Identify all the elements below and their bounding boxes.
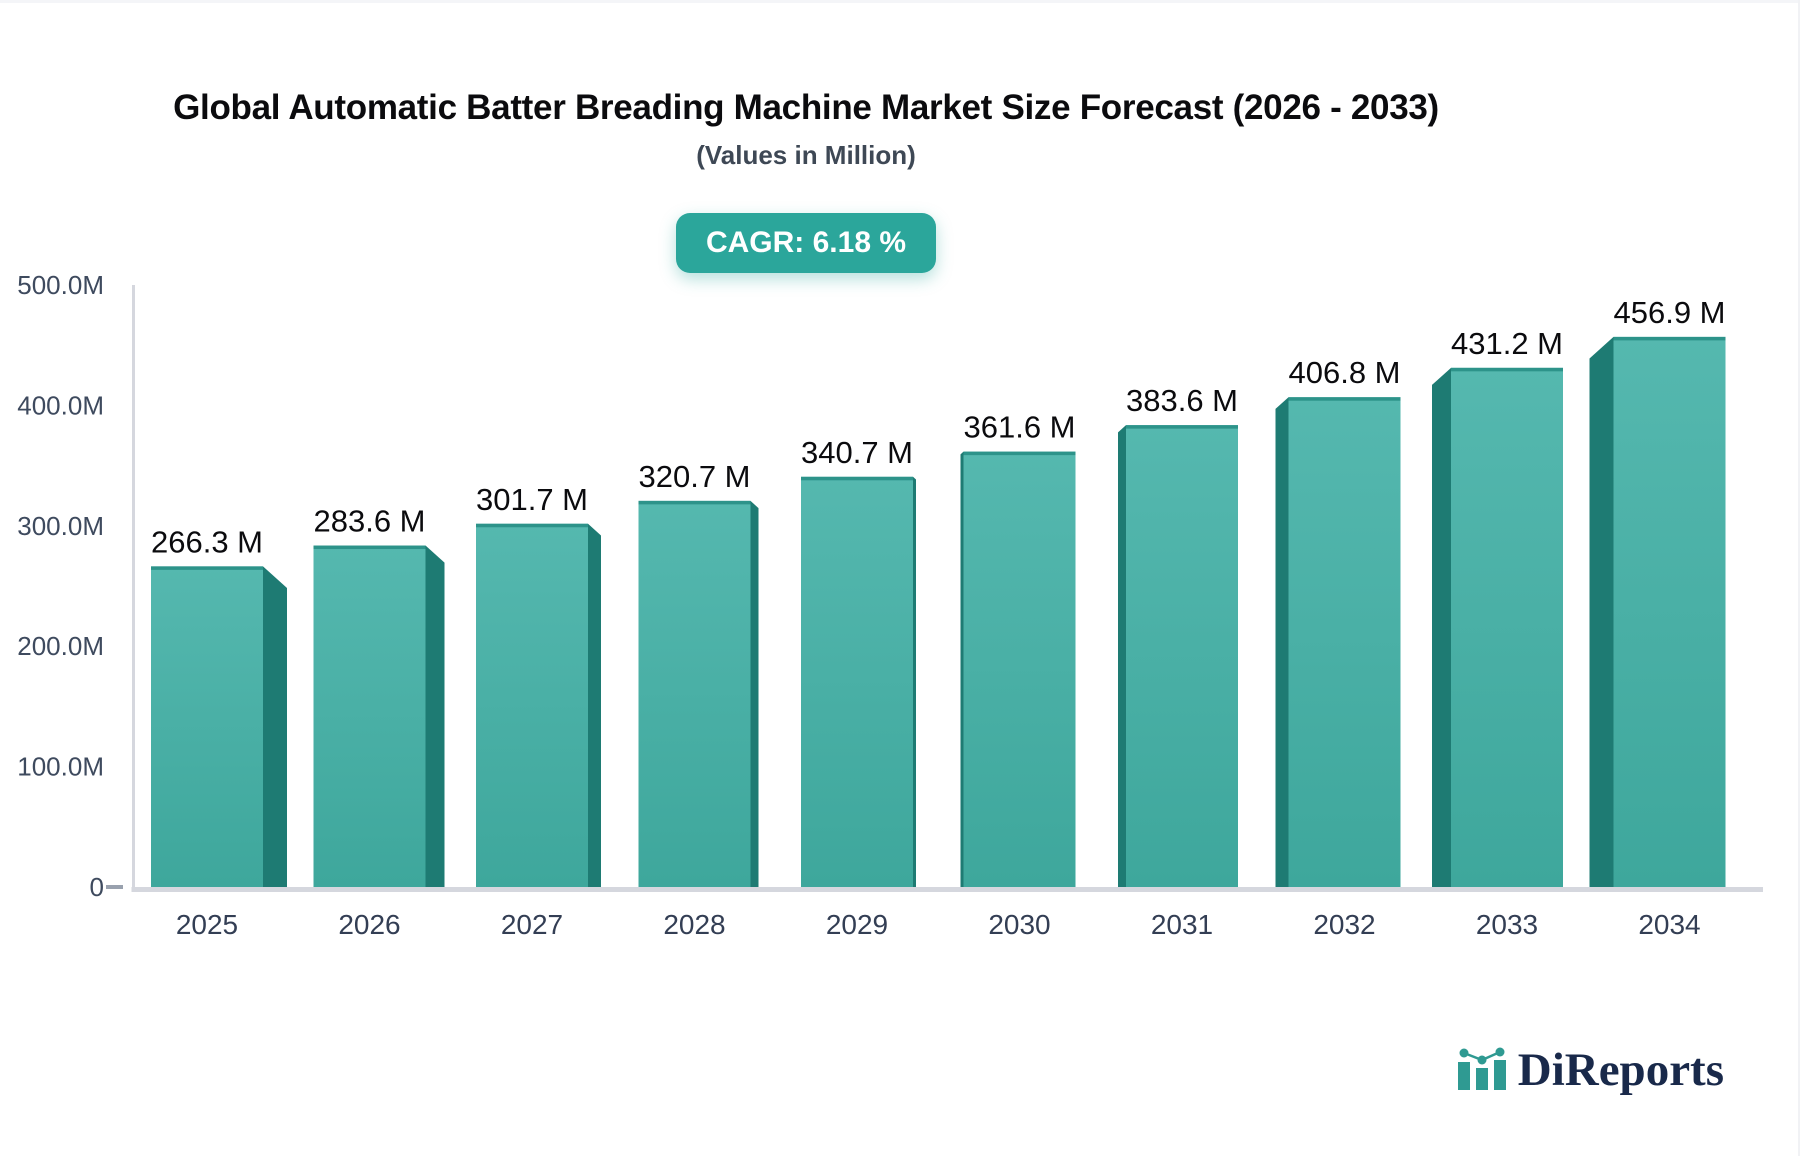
y-tick-label-200.0M: 200.0M	[17, 631, 104, 661]
x-tick-label-2033: 2033	[1476, 909, 1538, 940]
right-border-strip	[1798, 0, 1800, 1156]
bar-value-label: 383.6 M	[1126, 383, 1238, 418]
bar-line-chart-logo-icon	[1457, 1047, 1506, 1090]
bar-value-label: 320.7 M	[638, 459, 750, 494]
bar-top-edge	[151, 566, 263, 570]
bar-value-label: 301.7 M	[476, 482, 588, 517]
bar-2026: 283.6 M	[313, 504, 445, 887]
y-tick-label-0: 0	[90, 872, 104, 902]
bar-side-panel	[425, 545, 445, 887]
logo-text: DiReports	[1517, 1043, 1724, 1096]
bar-side-panel	[913, 476, 916, 887]
bar-top-edge	[1613, 336, 1726, 341]
bar-top-edge	[638, 500, 751, 505]
bar-value-label: 431.2 M	[1451, 326, 1563, 361]
bar-face	[1288, 397, 1401, 887]
bar-value-label: 361.6 M	[963, 410, 1075, 445]
bar-face	[638, 500, 751, 887]
bar-side-panel	[960, 451, 964, 887]
cagr-badge: CAGR: 6.18 %	[675, 213, 937, 273]
bar-face	[963, 451, 1076, 887]
x-tick-label-2030: 2030	[988, 909, 1050, 940]
bar-side-panel	[1275, 397, 1289, 887]
x-tick-label-2034: 2034	[1638, 909, 1700, 940]
bar-side-panel	[588, 523, 601, 887]
bar-side-panel	[1432, 367, 1451, 887]
x-tick-label-2026: 2026	[338, 909, 400, 940]
bar-2032: 406.8 M	[1275, 355, 1401, 887]
bar-2025: 266.3 M	[151, 524, 287, 887]
bar-face	[1451, 367, 1563, 887]
bar-side-panel	[1589, 336, 1614, 887]
page-title: Global Automatic Batter Breading Machine…	[173, 88, 1439, 127]
y-tick-label-300.0M: 300.0M	[17, 511, 104, 541]
y-tick-label-400.0M: 400.0M	[17, 390, 104, 420]
bar-top-edge	[1451, 367, 1563, 372]
bar-top-edge	[313, 545, 426, 550]
x-tick-label-2027: 2027	[501, 909, 563, 940]
x-tick-label-2031: 2031	[1151, 909, 1213, 940]
bar-value-label: 340.7 M	[801, 435, 913, 470]
bar-2034: 456.9 M	[1589, 295, 1726, 887]
bar-top-edge	[476, 523, 588, 528]
x-tick-label-2028: 2028	[663, 909, 725, 940]
x-tick-label-2025: 2025	[176, 909, 238, 940]
bar-face	[1613, 336, 1726, 887]
bar-2029: 340.7 M	[801, 435, 916, 887]
bar-top-edge	[1126, 425, 1238, 429]
bar-top-edge	[1288, 397, 1401, 401]
chart-subtitle: (Values in Million)	[696, 140, 916, 170]
bar-2030: 361.6 M	[960, 410, 1076, 887]
bar-top-edge	[801, 476, 913, 481]
bar-2028: 320.7 M	[638, 459, 759, 887]
bar-top-edge	[963, 451, 1076, 456]
bar-value-label: 406.8 M	[1288, 355, 1400, 390]
y-tick-label-100.0M: 100.0M	[17, 752, 104, 782]
bar-value-label: 283.6 M	[313, 504, 425, 539]
direports-logo: DiReports	[1456, 1046, 1724, 1094]
bar-2031: 383.6 M	[1118, 383, 1238, 887]
chart-header: Global Automatic Batter Breading Machine…	[0, 88, 1612, 273]
bar-side-panel	[1118, 425, 1126, 887]
bar-face	[1126, 425, 1238, 887]
bar-side-panel	[750, 500, 759, 887]
bar-face	[313, 545, 426, 887]
top-border-strip	[0, 0, 1800, 3]
x-tick-label-2029: 2029	[826, 909, 888, 940]
bar-value-label: 456.9 M	[1613, 295, 1725, 330]
bar-2027: 301.7 M	[476, 482, 601, 887]
bar-value-label: 266.3 M	[151, 524, 263, 559]
bar-face	[801, 476, 913, 887]
bar-face	[476, 523, 588, 887]
bar-face	[151, 566, 263, 887]
x-tick-label-2032: 2032	[1313, 909, 1375, 940]
bar-2033: 431.2 M	[1432, 326, 1563, 887]
y-tick-label-500.0M: 500.0M	[17, 270, 104, 300]
bar-side-panel	[263, 566, 287, 887]
